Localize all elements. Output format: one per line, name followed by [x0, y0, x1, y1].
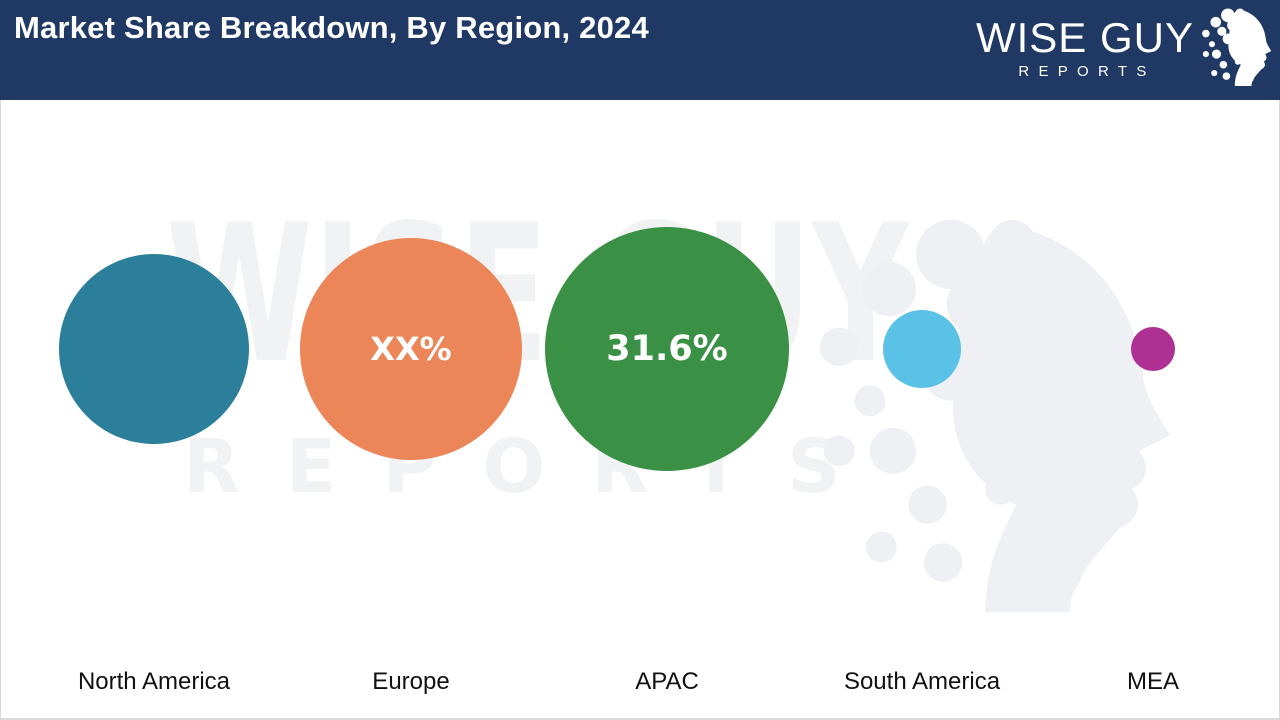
brand-subtitle: REPORTS: [1018, 62, 1156, 80]
bubble-mea: [1131, 327, 1175, 371]
bubble-apac: 31.6%: [545, 227, 789, 471]
category-label-apac: APAC: [635, 668, 699, 695]
watermark-text-reports: REPORTS: [183, 424, 887, 510]
bubble-north-america: [59, 254, 249, 444]
category-label-mea: MEA: [1126, 668, 1180, 695]
brand-logo-text: WISE GUY REPORTS: [975, 13, 1194, 80]
category-label-south-america: South America: [843, 668, 1001, 695]
chart-plot-area: WISE GUY REPORTS XX% 31.6% North America E…: [0, 100, 1280, 720]
bubble-value-label: XX%: [370, 330, 452, 368]
bubble-south-america: [883, 310, 961, 388]
brand-name: WISE GUY: [975, 13, 1194, 61]
bubble-value-label: 31.6%: [606, 329, 728, 369]
page-title: Market Share Breakdown, By Region, 2024: [14, 10, 649, 45]
bubble-europe: XX%: [300, 238, 522, 460]
category-label-north-america: North America: [77, 668, 231, 695]
category-label-row: North America Europe APAC South America MEA: [1, 668, 1279, 702]
header-bar: Market Share Breakdown, By Region, 2024 …: [0, 0, 1280, 100]
category-label-europe: Europe: [372, 668, 450, 695]
brand-logo: WISE GUY REPORTS: [976, 6, 1272, 90]
wise-guy-face-icon: [1202, 8, 1272, 87]
watermark-face-graphic: [819, 219, 1171, 613]
